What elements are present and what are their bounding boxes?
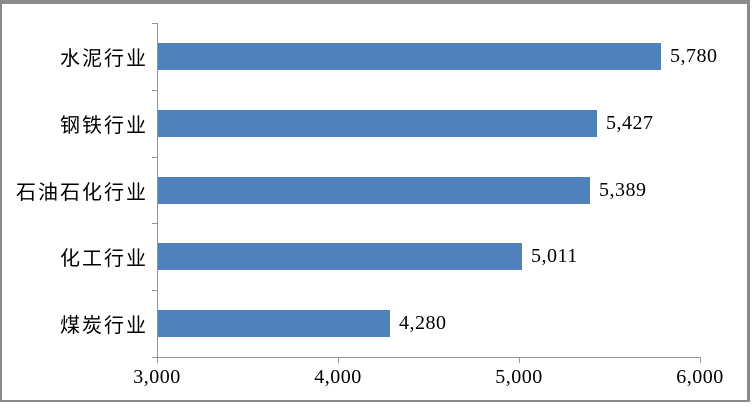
category-tick [152, 23, 157, 24]
category-label: 水泥行业 [60, 47, 148, 70]
x-axis-tick [700, 358, 701, 363]
bar [158, 243, 522, 270]
x-axis-tick-label: 4,000 [314, 366, 362, 388]
category-tick [152, 290, 157, 291]
x-axis-tick-label: 6,000 [676, 366, 724, 388]
bar [158, 43, 661, 70]
category-tick [152, 90, 157, 91]
y-axis-line [157, 23, 158, 358]
category-label: 煤炭行业 [60, 314, 148, 337]
bar-value-label: 5,780 [670, 45, 718, 67]
bar-value-label: 5,389 [599, 179, 647, 201]
bar [158, 110, 597, 137]
bar [158, 177, 590, 204]
category-tick [152, 357, 157, 358]
x-axis-tick-label: 5,000 [495, 366, 543, 388]
x-axis-tick-label: 3,000 [133, 366, 181, 388]
category-tick [152, 223, 157, 224]
bar [158, 310, 390, 337]
category-tick [152, 157, 157, 158]
category-label: 化工行业 [60, 247, 148, 270]
x-axis-tick [338, 358, 339, 363]
bar-value-label: 5,427 [606, 112, 654, 134]
category-label: 钢铁行业 [60, 114, 148, 137]
bar-value-label: 4,280 [399, 312, 447, 334]
x-axis-tick [157, 358, 158, 363]
x-axis-line [157, 357, 701, 358]
x-axis-tick [519, 358, 520, 363]
category-label: 石油石化行业 [16, 181, 148, 204]
bar-value-label: 5,011 [531, 245, 578, 267]
